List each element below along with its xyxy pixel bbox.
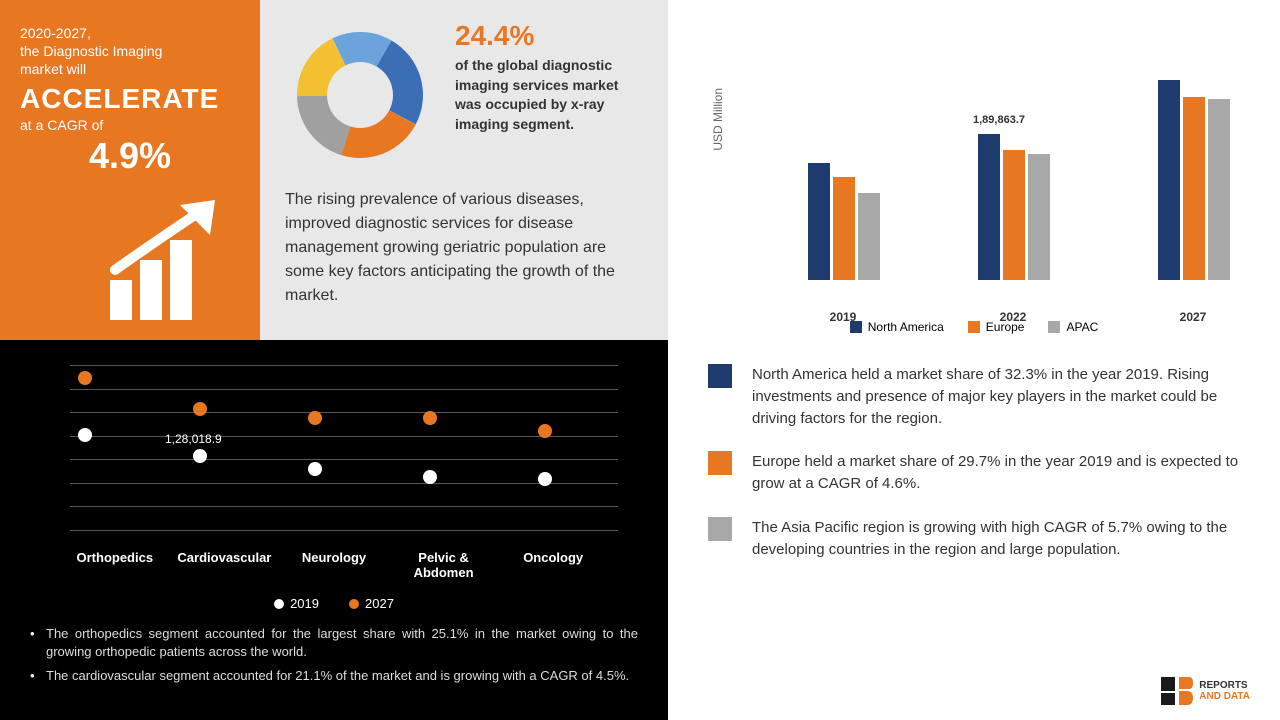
segment-bullets: The orthopedics segment accounted for th… — [30, 625, 638, 686]
subtitle-1: the Diagnostic Imaging — [20, 43, 240, 59]
category-label: Oncology — [498, 550, 608, 580]
dot-2027 — [78, 371, 92, 385]
logo-icon — [1161, 677, 1193, 705]
category-label: Neurology — [279, 550, 389, 580]
dot-value-label: 1,28,018.9 — [165, 432, 222, 446]
dot-2027 — [193, 402, 207, 416]
bullet-point: The orthopedics segment accounted for th… — [30, 625, 638, 661]
dot-2019 — [538, 472, 552, 486]
legend-item: APAC — [1048, 320, 1098, 334]
donut-panel: 24.4% of the global diagnostic imaging s… — [260, 0, 668, 340]
logo-line2: AND DATA — [1199, 691, 1250, 702]
dot-chart: 1,28,018.9 — [30, 360, 638, 540]
x-axis-label: 2019 — [803, 310, 883, 324]
insight-row: The Asia Pacific region is growing with … — [708, 517, 1240, 561]
dot-2019 — [193, 449, 207, 463]
region-color-icon — [708, 451, 732, 475]
bar — [978, 134, 1000, 280]
bar — [1208, 99, 1230, 280]
bar — [858, 193, 880, 280]
dot-2019 — [308, 462, 322, 476]
donut-description: of the global diagnostic imaging service… — [455, 56, 643, 134]
bullet-point: The cardiovascular segment accounted for… — [30, 667, 638, 685]
dot-2019 — [423, 470, 437, 484]
bar — [1183, 97, 1205, 280]
accelerate-heading: ACCELERATE — [20, 83, 240, 115]
growth-arrow-icon — [100, 195, 240, 325]
cagr-value: 4.9% — [20, 135, 240, 177]
year-range: 2020-2027, — [20, 25, 240, 41]
bar — [808, 163, 830, 280]
region-color-icon — [708, 364, 732, 388]
y-axis-label: USD Million — [711, 88, 725, 151]
category-label: Pelvic & Abdomen — [389, 550, 499, 580]
dot-chart-categories: OrthopedicsCardiovascularNeurologyPelvic… — [30, 550, 638, 580]
market-description: The rising prevalence of various disease… — [285, 188, 643, 308]
legend-item: 2019 — [274, 596, 319, 611]
legend-item: 2027 — [349, 596, 394, 611]
segment-chart-panel: 1,28,018.9 OrthopedicsCardiovascularNeur… — [0, 340, 668, 720]
insight-row: North America held a market share of 32.… — [708, 364, 1240, 429]
bar — [833, 177, 855, 280]
donut-chart — [285, 20, 435, 170]
insight-row: Europe held a market share of 29.7% in t… — [708, 451, 1240, 495]
regional-bar-chart: USD Million 1,89,863.7 201920222027 — [748, 40, 1240, 310]
bar — [1028, 154, 1050, 280]
dot-2019 — [78, 428, 92, 442]
dot-2027 — [308, 411, 322, 425]
bar-callout: 1,89,863.7 — [973, 114, 1025, 126]
dot-2027 — [538, 424, 552, 438]
x-axis-label: 2022 — [973, 310, 1053, 324]
region-color-icon — [708, 517, 732, 541]
brand-logo: REPORTS AND DATA — [1161, 677, 1250, 705]
category-label: Cardiovascular — [170, 550, 280, 580]
cagr-label: at a CAGR of — [20, 117, 240, 133]
bar — [1158, 80, 1180, 280]
dot-chart-legend: 2019 2027 — [30, 596, 638, 611]
subtitle-2: market will — [20, 61, 240, 77]
bar — [1003, 150, 1025, 280]
category-label: Orthopedics — [60, 550, 170, 580]
donut-percent: 24.4% — [455, 20, 643, 52]
accelerate-panel: 2020-2027, the Diagnostic Imaging market… — [0, 0, 260, 340]
x-axis-label: 2027 — [1153, 310, 1233, 324]
insight-text: The Asia Pacific region is growing with … — [752, 517, 1240, 561]
logo-line1: REPORTS — [1199, 680, 1250, 691]
regional-insights: North America held a market share of 32.… — [708, 364, 1240, 560]
insight-text: Europe held a market share of 29.7% in t… — [752, 451, 1240, 495]
dot-2027 — [423, 411, 437, 425]
insight-text: North America held a market share of 32.… — [752, 364, 1240, 429]
